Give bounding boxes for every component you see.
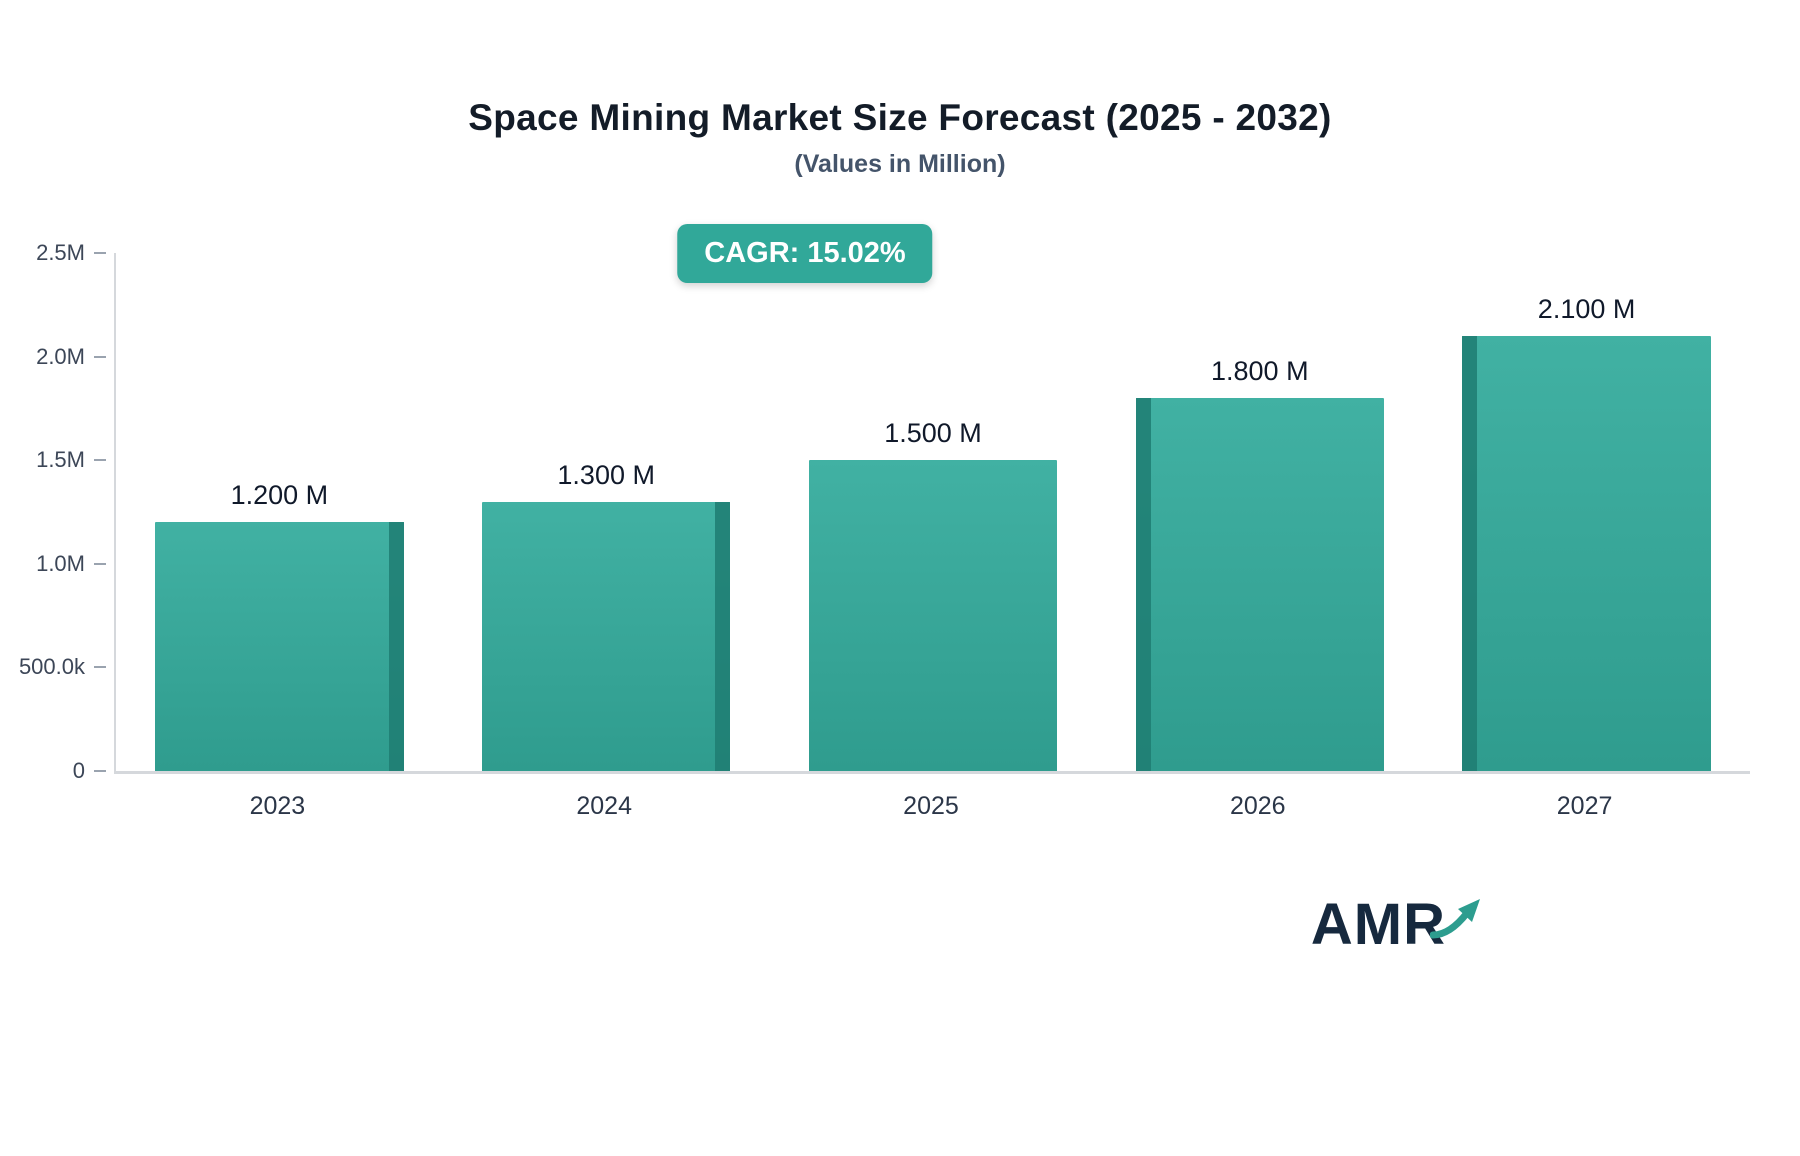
y-tick-mark [94,770,106,772]
amr-logo-text: AMR [1310,892,1446,957]
bar-2026 [1135,398,1384,771]
amr-logo: AMR [1311,896,1482,954]
y-tick: 2.0M [36,344,106,370]
bar-group: 1.500 M [770,253,1097,771]
y-tick: 1.5M [36,447,106,473]
y-tick: 1.0M [36,551,106,577]
chart-title: Space Mining Market Size Forecast (2025 … [468,97,1332,138]
bar-edge-shade [1135,398,1151,771]
y-tick-label: 1.5M [36,447,85,473]
logo-arrow-icon [1430,899,1480,939]
bar-value-label: 1.300 M [557,459,655,490]
y-axis: 0 500.0k 1.0M 1.5M 2.0M 2.5M [0,240,106,783]
x-axis-label: 2023 [249,792,306,820]
y-tick-mark [94,252,106,254]
chart-subtitle: (Values in Million) [794,150,1006,178]
bar-value-label: 2.100 M [1537,293,1636,324]
y-tick-label: 2.0M [36,343,85,369]
bar-value-label: 1.800 M [1211,356,1309,387]
cagr-badge: CAGR: 15.02% [677,224,933,283]
bar-2025 [808,460,1058,771]
bar-edge-shade [1462,335,1478,771]
bar-2023 [155,522,404,771]
x-axis: 2023 2024 2025 2026 2027 [114,792,1748,821]
y-tick-mark [94,562,106,565]
y-tick-mark [94,355,106,358]
bar-edge-shade [388,522,404,771]
y-tick-label: 0 [72,758,85,783]
x-axis-label: 2025 [903,792,959,820]
y-tick-mark [94,666,106,669]
x-axis-label: 2027 [1556,792,1613,820]
bar-edge-shade [715,501,731,771]
y-tick: 0 [73,758,106,784]
y-tick-mark [94,459,106,462]
plot-area: 1.200 M 1.300 M 1.500 M 1.800 M 2.100 M [114,253,1750,774]
y-tick-label: 2.5M [36,240,85,265]
bar-value-label: 1.500 M [884,418,982,449]
bar-value-label: 1.200 M [230,480,329,511]
bar-2027 [1462,335,1711,771]
bar-group: 1.200 M [116,253,443,771]
bar-group: 2.100 M [1423,253,1750,771]
x-axis-label: 2026 [1229,792,1286,820]
x-axis-label: 2024 [576,792,632,820]
y-tick: 2.5M [36,240,106,266]
y-tick-label: 1.0M [36,550,85,576]
y-tick-label: 500.0k [18,654,85,680]
bar-2024 [482,501,731,771]
bars: 1.200 M 1.300 M 1.500 M 1.800 M 2.100 M [116,253,1750,771]
bar-group: 1.800 M [1096,253,1423,771]
bar-group: 1.300 M [443,253,770,771]
y-tick: 500.0k [19,654,106,680]
